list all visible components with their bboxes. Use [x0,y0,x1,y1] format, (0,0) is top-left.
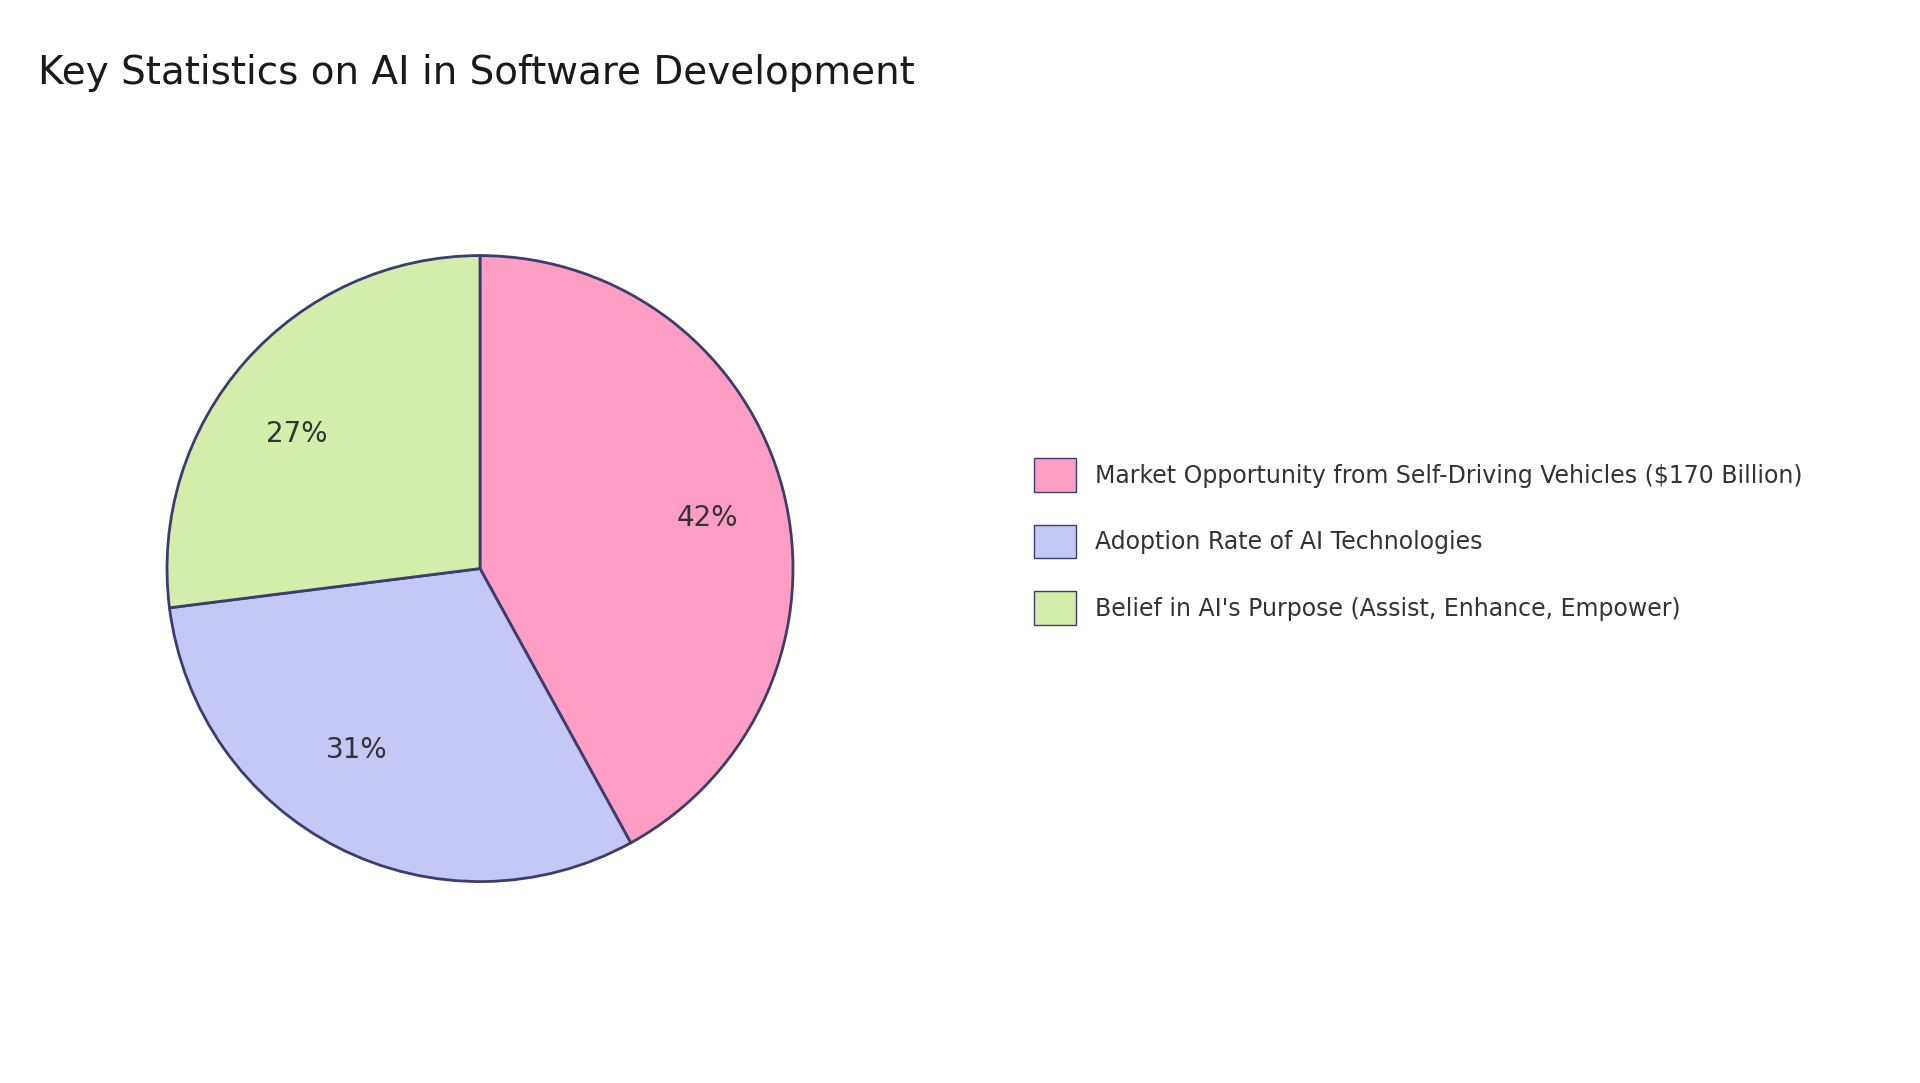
Text: 42%: 42% [678,504,739,532]
Text: 27%: 27% [265,420,328,448]
Wedge shape [167,256,480,608]
Wedge shape [169,569,632,882]
Text: Key Statistics on AI in Software Development: Key Statistics on AI in Software Develop… [38,54,916,92]
Legend: Market Opportunity from Self-Driving Vehicles ($170 Billion), Adoption Rate of A: Market Opportunity from Self-Driving Veh… [1010,434,1826,649]
Text: 31%: 31% [326,735,388,764]
Wedge shape [480,256,793,843]
